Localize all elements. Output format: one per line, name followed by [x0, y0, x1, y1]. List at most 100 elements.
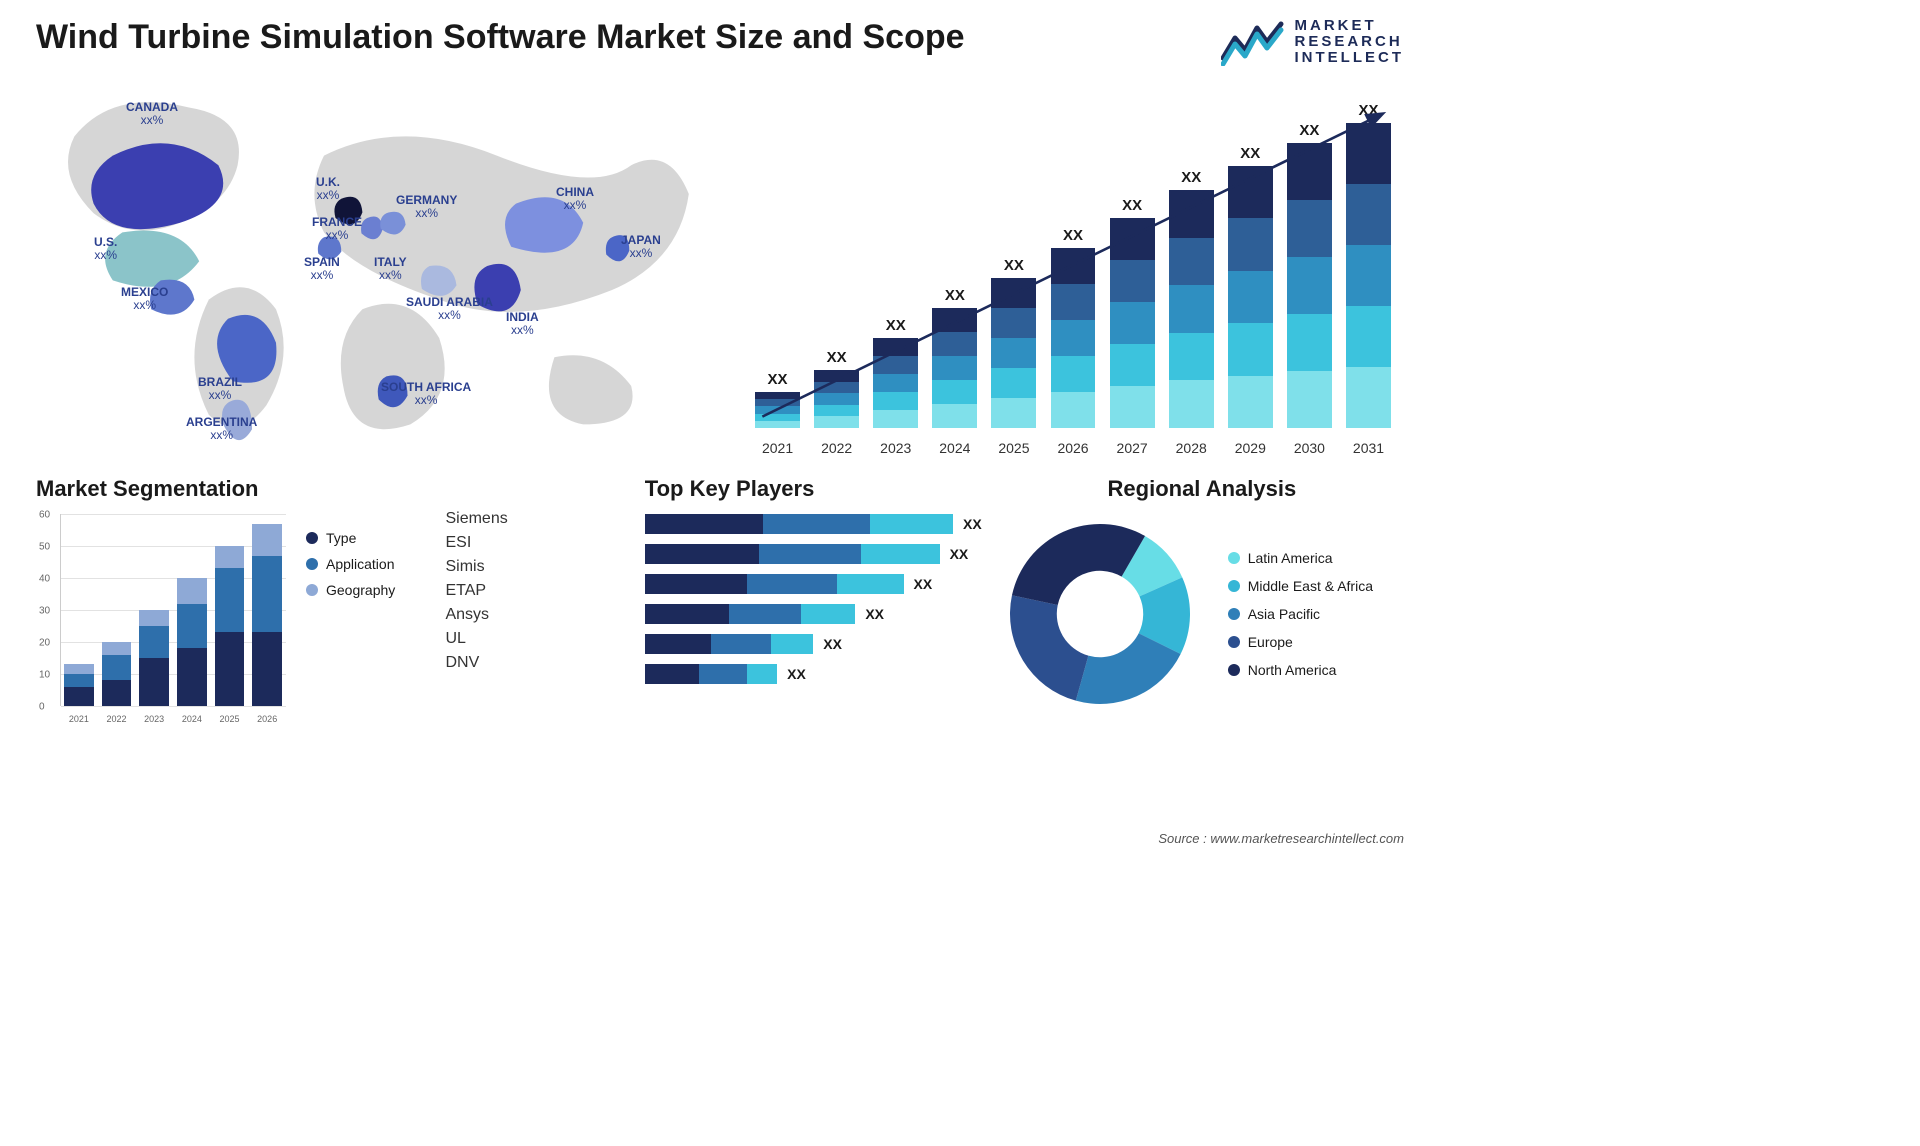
regional-title: Regional Analysis [1000, 476, 1404, 502]
x-axis-label: 2027 [1107, 440, 1158, 456]
legend-item: North America [1228, 662, 1373, 678]
forecast-bar: XX [1225, 145, 1276, 428]
x-axis-label: 2023 [870, 440, 921, 456]
x-axis-label: 2021 [752, 440, 803, 456]
forecast-bar: XX [988, 257, 1039, 428]
map-label: SPAINxx% [304, 256, 340, 282]
bar-value-label: XX [1181, 169, 1201, 186]
world-map-icon [36, 76, 708, 456]
player-name: Ansys [445, 606, 626, 624]
segmentation-bar [139, 610, 169, 706]
segmentation-bar [102, 642, 132, 706]
bar-value-label: XX [1122, 197, 1142, 214]
legend-item: Geography [306, 582, 395, 598]
player-name: ESI [445, 534, 626, 552]
segmentation-x-label: 2025 [215, 714, 245, 724]
bar-value-label: XX [1004, 257, 1024, 274]
key-player-bar: XX [645, 664, 982, 684]
key-player-bar: XX [645, 604, 982, 624]
logo-line2: RESEARCH [1295, 34, 1405, 50]
segmentation-x-label: 2026 [252, 714, 282, 724]
forecast-bar: XX [1107, 197, 1158, 428]
map-label: CANADAxx% [126, 101, 178, 127]
segmentation-chart: 0102030405060 202120222023202420252026 [36, 514, 286, 724]
segmentation-x-label: 2024 [177, 714, 207, 724]
forecast-bar-chart: XX XX XX XX XX XX XX XX XX XX XX 2021 2022 2023 2024 2… [732, 76, 1404, 456]
key-player-value: XX [913, 576, 932, 592]
segmentation-bar [64, 664, 94, 706]
players-list: Siemens ESI Simis ETAP Ansys UL DNV [441, 510, 626, 672]
x-axis-label: 2022 [811, 440, 862, 456]
key-player-value: XX [823, 636, 842, 652]
donut-slice [1012, 524, 1145, 605]
segmentation-x-label: 2023 [139, 714, 169, 724]
map-label: BRAZILxx% [198, 376, 242, 402]
key-player-bar: XX [645, 574, 982, 594]
forecast-bar: XX [1343, 102, 1394, 428]
map-label: FRANCExx% [312, 216, 362, 242]
bar-value-label: XX [886, 317, 906, 334]
bar-value-label: XX [768, 371, 788, 388]
map-label: U.K.xx% [316, 176, 340, 202]
legend-item: Type [306, 530, 395, 546]
key-player-value: XX [963, 516, 982, 532]
map-label: ARGENTINAxx% [186, 416, 257, 442]
regional-legend: Latin America Middle East & Africa Asia Pa… [1228, 550, 1373, 678]
forecast-bar: XX [752, 371, 803, 428]
source-label: Source : www.marketresearchintellect.com [1158, 831, 1404, 846]
legend-item: Asia Pacific [1228, 606, 1373, 622]
forecast-bar: XX [1047, 227, 1098, 428]
key-player-value: XX [865, 606, 884, 622]
bar-value-label: XX [827, 349, 847, 366]
forecast-bar: XX [1166, 169, 1217, 428]
player-name: UL [445, 630, 626, 648]
map-label: SOUTH AFRICAxx% [381, 381, 471, 407]
logo-line1: MARKET [1295, 18, 1405, 34]
forecast-bar: XX [811, 349, 862, 428]
map-label: JAPANxx% [621, 234, 661, 260]
donut-slice [1010, 595, 1088, 700]
key-player-bar: XX [645, 544, 982, 564]
bar-value-label: XX [1240, 145, 1260, 162]
x-axis-label: 2028 [1166, 440, 1217, 456]
legend-item: Middle East & Africa [1228, 578, 1373, 594]
key-player-value: XX [950, 546, 969, 562]
bar-value-label: XX [1299, 122, 1319, 139]
key-player-bar: XX [645, 634, 982, 654]
logo-mark-icon [1221, 18, 1285, 66]
logo-line3: INTELLECT [1295, 50, 1405, 66]
bar-value-label: XX [1358, 102, 1378, 119]
x-axis-label: 2030 [1284, 440, 1335, 456]
legend-item: Latin America [1228, 550, 1373, 566]
x-axis-label: 2029 [1225, 440, 1276, 456]
map-label: U.S.xx% [94, 236, 117, 262]
key-player-value: XX [787, 666, 806, 682]
x-axis-label: 2026 [1047, 440, 1098, 456]
player-name: DNV [445, 654, 626, 672]
segmentation-bar [252, 524, 282, 706]
x-axis-label: 2031 [1343, 440, 1394, 456]
player-name: Simis [445, 558, 626, 576]
regional-donut-chart [1000, 514, 1200, 714]
page-title: Wind Turbine Simulation Software Market … [36, 18, 965, 57]
brand-logo: MARKET RESEARCH INTELLECT [1221, 18, 1405, 66]
player-name: ETAP [445, 582, 626, 600]
segmentation-legend: TypeApplicationGeography [306, 530, 395, 724]
forecast-bar: XX [870, 317, 921, 428]
segmentation-title: Market Segmentation [36, 476, 423, 502]
legend-item: Europe [1228, 634, 1373, 650]
x-axis-label: 2024 [929, 440, 980, 456]
map-label: INDIAxx% [506, 311, 539, 337]
segmentation-x-label: 2022 [102, 714, 132, 724]
x-axis-label: 2025 [988, 440, 1039, 456]
map-label: MEXICOxx% [121, 286, 168, 312]
world-map-panel: CANADAxx% U.S.xx% MEXICOxx% BRAZILxx% ARGENT… [36, 76, 708, 456]
map-label: ITALYxx% [374, 256, 407, 282]
forecast-bar: XX [1284, 122, 1335, 428]
key-players-title: Top Key Players [645, 476, 982, 502]
bar-value-label: XX [945, 287, 965, 304]
key-player-bar: XX [645, 514, 982, 534]
segmentation-bar [177, 578, 207, 706]
player-name: Siemens [445, 510, 626, 528]
forecast-bar: XX [929, 287, 980, 428]
